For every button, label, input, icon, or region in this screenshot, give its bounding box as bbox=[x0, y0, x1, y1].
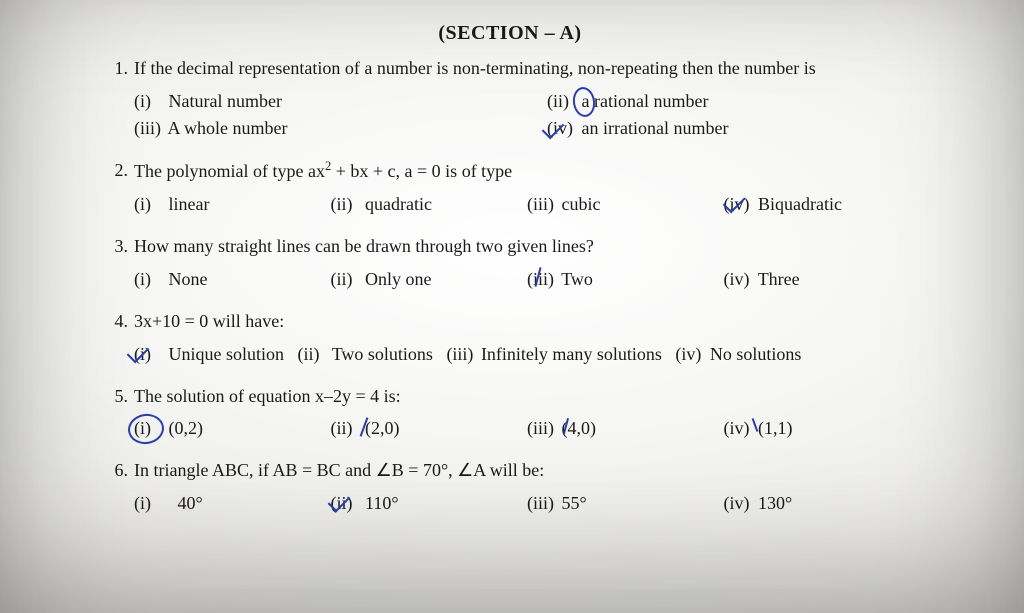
q6-option-iv: (iv) 130° bbox=[724, 493, 921, 514]
q4-opt-iv-text: No solutions bbox=[710, 344, 802, 364]
q4-opt-iii-text: Infinitely many solutions bbox=[481, 344, 662, 364]
q5-option-iii: (iii) (4,0) bbox=[527, 418, 724, 439]
q1-opt-iii-label: (iii) bbox=[134, 118, 164, 139]
q3-opt-i-text: None bbox=[169, 269, 208, 289]
q6-opt-iv-text: 130° bbox=[758, 493, 792, 513]
q6-opt-ii-text: 110° bbox=[365, 493, 399, 513]
q4-opt-iii-label: (iii) bbox=[446, 344, 476, 365]
question-5-stem: The solution of equation x–2y = 4 is: bbox=[134, 383, 920, 411]
q2-opt-i-text: linear bbox=[169, 194, 210, 214]
q6-opt-ii-label: (ii) bbox=[331, 493, 361, 514]
question-3-options: (i) None (ii) Only one (iii) Two (iv) Th… bbox=[134, 269, 920, 290]
q6-opt-i-text: 40° bbox=[178, 493, 203, 513]
q3-opt-iii-text: Two bbox=[561, 269, 593, 289]
q1-opt-ii-label: (ii) bbox=[547, 91, 577, 112]
q4-opt-iv-label: (iv) bbox=[675, 344, 705, 365]
q3-option-iii: (iii) Two bbox=[527, 269, 724, 290]
question-1-number: 1. bbox=[100, 55, 134, 83]
q3-opt-iii-label: (iii) bbox=[527, 269, 557, 290]
q2-option-iii: (iii) cubic bbox=[527, 194, 724, 215]
q2-option-iv: (iv) Biquadratic bbox=[724, 194, 921, 215]
q4-opt-ii-label: (ii) bbox=[298, 344, 328, 365]
question-5-number: 5. bbox=[100, 383, 134, 411]
q5-opt-ii-label: (ii) bbox=[331, 418, 361, 439]
q4-opt-ii-text: Two solutions bbox=[332, 344, 433, 364]
q6-option-iii: (iii) 55° bbox=[527, 493, 724, 514]
q3-option-i: (i) None bbox=[134, 269, 331, 290]
question-3-number: 3. bbox=[100, 233, 134, 261]
q5-opt-iv-text: (1,1) bbox=[758, 418, 793, 438]
q4-opt-i-text: Unique solution bbox=[169, 344, 285, 364]
q3-opt-ii-text: Only one bbox=[365, 269, 432, 289]
question-6-options: (i) 40° (ii) 110° (iii) 55° (iv) 130° bbox=[134, 493, 920, 514]
q3-option-iv: (iv) Three bbox=[724, 269, 921, 290]
q2-option-i: (i) linear bbox=[134, 194, 331, 215]
question-2-stem: The polynomial of type ax2 + bx + c, a =… bbox=[134, 157, 920, 186]
q5-opt-iv-label: (iv) bbox=[724, 418, 754, 439]
q2-opt-iii-text: cubic bbox=[562, 194, 601, 214]
question-6: 6. In triangle ABC, if AB = BC and ∠B = … bbox=[100, 457, 920, 514]
q5-opt-i-label: (i) bbox=[134, 418, 164, 439]
question-4: 4. 3x+10 = 0 will have: (i) Unique solut… bbox=[100, 308, 920, 365]
q4-option-iii: (iii) Infinitely many solutions bbox=[446, 344, 666, 364]
question-4-options: (i) Unique solution (ii) Two solutions (… bbox=[134, 344, 920, 365]
q5-option-iv: (iv) (1,1) bbox=[724, 418, 921, 439]
question-2-options: (i) linear (ii) quadratic (iii) cubic (i… bbox=[134, 194, 920, 215]
q1-opt-i-label: (i) bbox=[134, 91, 164, 112]
question-4-stem: 3x+10 = 0 will have: bbox=[134, 308, 920, 336]
q1-option-ii: (ii) a rational number bbox=[547, 91, 920, 112]
q4-option-i: (i) Unique solution bbox=[134, 344, 289, 364]
q6-option-ii: (ii) 110° bbox=[331, 493, 528, 514]
q3-opt-i-label: (i) bbox=[134, 269, 164, 290]
q6-opt-iii-label: (iii) bbox=[527, 493, 557, 514]
q3-opt-iv-label: (iv) bbox=[724, 269, 754, 290]
q6-opt-iii-text: 55° bbox=[562, 493, 587, 513]
q5-opt-ii-text: (2,0) bbox=[365, 418, 400, 438]
question-6-number: 6. bbox=[100, 457, 134, 485]
q1-opt-iv-text: an irrational number bbox=[582, 118, 729, 138]
q4-opt-i-label: (i) bbox=[134, 344, 164, 365]
q1-opt-ii-text: a rational number bbox=[582, 91, 709, 111]
section-title: (SECTION – A) bbox=[100, 22, 920, 45]
q5-option-ii: (ii) (2,0) bbox=[331, 418, 528, 439]
question-2: 2. The polynomial of type ax2 + bx + c, … bbox=[100, 157, 920, 215]
question-6-stem: In triangle ABC, if AB = BC and ∠B = 70°… bbox=[134, 457, 920, 485]
question-5: 5. The solution of equation x–2y = 4 is:… bbox=[100, 383, 920, 440]
q1-option-iii: (iii) A whole number bbox=[134, 118, 507, 139]
q6-opt-iv-label: (iv) bbox=[724, 493, 754, 514]
q2-opt-ii-label: (ii) bbox=[331, 194, 361, 215]
q5-option-i: (i) (0,2) bbox=[134, 418, 331, 439]
question-1-stem: If the decimal representation of a numbe… bbox=[134, 55, 920, 83]
q1-opt-iv-label: (iv) bbox=[547, 118, 577, 139]
q4-option-ii: (ii) Two solutions bbox=[298, 344, 438, 364]
q3-option-ii: (ii) Only one bbox=[331, 269, 528, 290]
q6-opt-i-label: (i) bbox=[134, 493, 164, 514]
q1-opt-iii-text: A whole number bbox=[168, 118, 288, 138]
q2-opt-iv-text: Biquadratic bbox=[758, 194, 842, 214]
q2-opt-iii-label: (iii) bbox=[527, 194, 557, 215]
q3-opt-iv-text: Three bbox=[758, 269, 800, 289]
q5-opt-iii-text: (4,0) bbox=[562, 418, 597, 438]
q6-option-i: (i) 40° bbox=[134, 493, 331, 514]
question-1: 1. If the decimal representation of a nu… bbox=[100, 55, 920, 139]
exam-page: (SECTION – A) 1. If the decimal represen… bbox=[100, 22, 920, 532]
q1-opt-i-text: Natural number bbox=[169, 91, 282, 111]
question-2-number: 2. bbox=[100, 157, 134, 186]
q2-option-ii: (ii) quadratic bbox=[331, 194, 528, 215]
q2-opt-iv-label: (iv) bbox=[724, 194, 754, 215]
q5-opt-i-text: (0,2) bbox=[169, 418, 204, 438]
question-5-options: (i) (0,2) (ii) (2,0) (iii) (4,0) (iv) (1… bbox=[134, 418, 920, 439]
question-1-options: (i) Natural number (ii) a rational numbe… bbox=[134, 91, 920, 139]
q4-option-iv: (iv) No solutions bbox=[675, 344, 801, 364]
q1-option-i: (i) Natural number bbox=[134, 91, 507, 112]
question-4-number: 4. bbox=[100, 308, 134, 336]
question-3: 3. How many straight lines can be drawn … bbox=[100, 233, 920, 290]
question-3-stem: How many straight lines can be drawn thr… bbox=[134, 233, 920, 261]
q1-option-iv: (iv) an irrational number bbox=[547, 118, 920, 139]
q2-opt-i-label: (i) bbox=[134, 194, 164, 215]
q2-opt-ii-text: quadratic bbox=[365, 194, 432, 214]
q3-opt-ii-label: (ii) bbox=[331, 269, 361, 290]
q5-opt-iii-label: (iii) bbox=[527, 418, 557, 439]
